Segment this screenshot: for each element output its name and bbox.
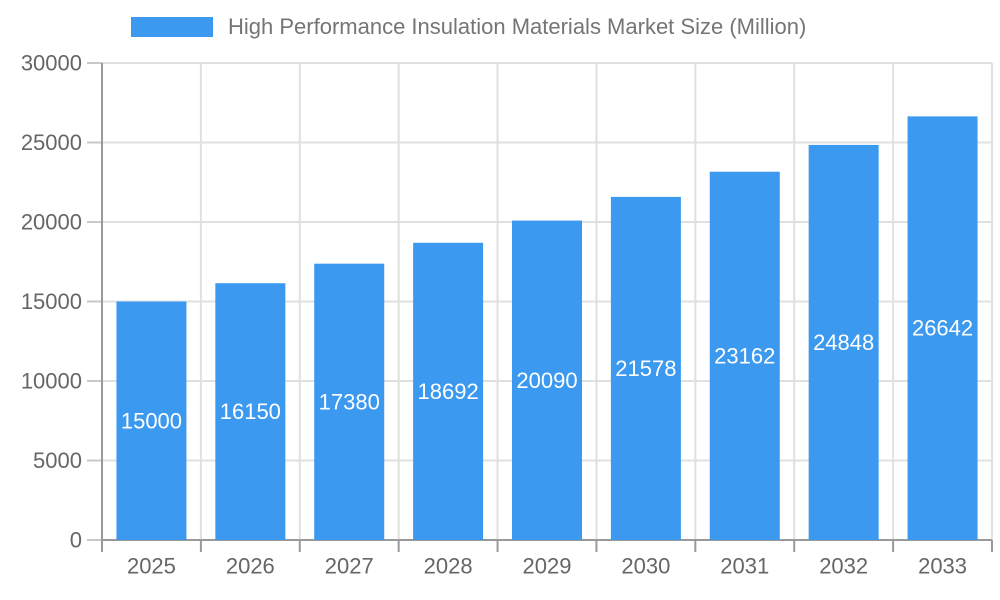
x-axis-label-2027: 2027 [325, 554, 374, 579]
bar-value-label-2033: 26642 [912, 316, 973, 341]
y-axis-label-0: 0 [70, 528, 82, 553]
legend-swatch-icon [131, 17, 213, 37]
x-axis-label-2031: 2031 [720, 554, 769, 579]
x-axis-label-2032: 2032 [819, 554, 868, 579]
bar-2028[interactable] [413, 242, 484, 541]
y-axis-label-25000: 25000 [21, 130, 82, 155]
x-axis-label-2025: 2025 [127, 554, 176, 579]
bar-2033[interactable] [907, 116, 978, 540]
y-axis-label-10000: 10000 [21, 369, 82, 394]
bar-value-label-2028: 18692 [418, 379, 479, 404]
y-axis-label-5000: 5000 [33, 448, 82, 473]
bar-value-label-2029: 20090 [516, 368, 577, 393]
bar-2025[interactable] [116, 301, 187, 541]
x-axis-label-2033: 2033 [918, 554, 967, 579]
x-axis-label-2026: 2026 [226, 554, 275, 579]
bar-2032[interactable] [808, 144, 879, 540]
bar-2030[interactable] [610, 196, 681, 541]
y-axis-label-20000: 20000 [21, 210, 82, 235]
x-axis-label-2028: 2028 [424, 554, 473, 579]
y-axis-label-30000: 30000 [21, 51, 82, 76]
legend-item[interactable]: High Performance Insulation Materials Ma… [131, 14, 806, 40]
bar-value-label-2032: 24848 [813, 330, 874, 355]
legend-label: High Performance Insulation Materials Ma… [228, 14, 807, 39]
bar-2029[interactable] [512, 220, 582, 540]
bar-2027[interactable] [314, 263, 385, 540]
bar-value-label-2026: 16150 [220, 399, 281, 424]
bar-value-label-2030: 21578 [615, 356, 676, 381]
bar-value-label-2025: 15000 [121, 408, 182, 433]
x-axis-label-2029: 2029 [523, 554, 572, 579]
y-axis-label-15000: 15000 [21, 289, 82, 314]
bar-2031[interactable] [709, 171, 780, 541]
bar-2026[interactable] [215, 283, 286, 540]
bar-value-label-2027: 17380 [319, 389, 380, 414]
bar-value-label-2031: 23162 [714, 343, 775, 368]
x-axis-label-2030: 2030 [621, 554, 670, 579]
